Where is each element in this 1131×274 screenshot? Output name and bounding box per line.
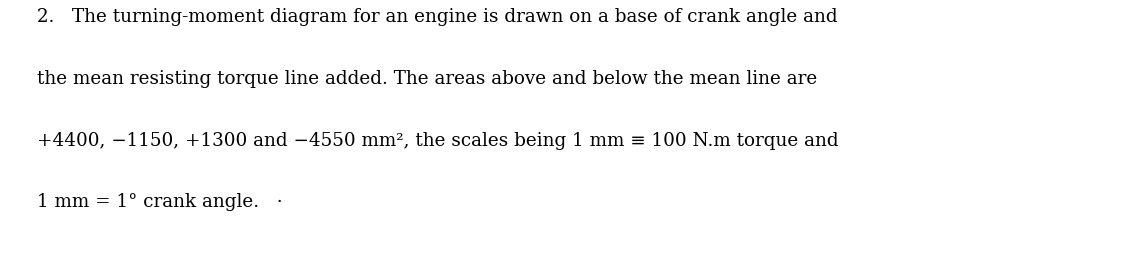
Text: 1 mm = 1° crank angle.   ·: 1 mm = 1° crank angle. · (37, 193, 283, 211)
Text: 2.   The turning-moment diagram for an engine is drawn on a base of crank angle : 2. The turning-moment diagram for an eng… (37, 8, 838, 26)
Text: the mean resisting torque line added. The areas above and below the mean line ar: the mean resisting torque line added. Th… (37, 70, 818, 88)
Text: +4400, −1150, +1300 and −4550 mm², the scales being 1 mm ≡ 100 N.m torque and: +4400, −1150, +1300 and −4550 mm², the s… (37, 132, 839, 150)
